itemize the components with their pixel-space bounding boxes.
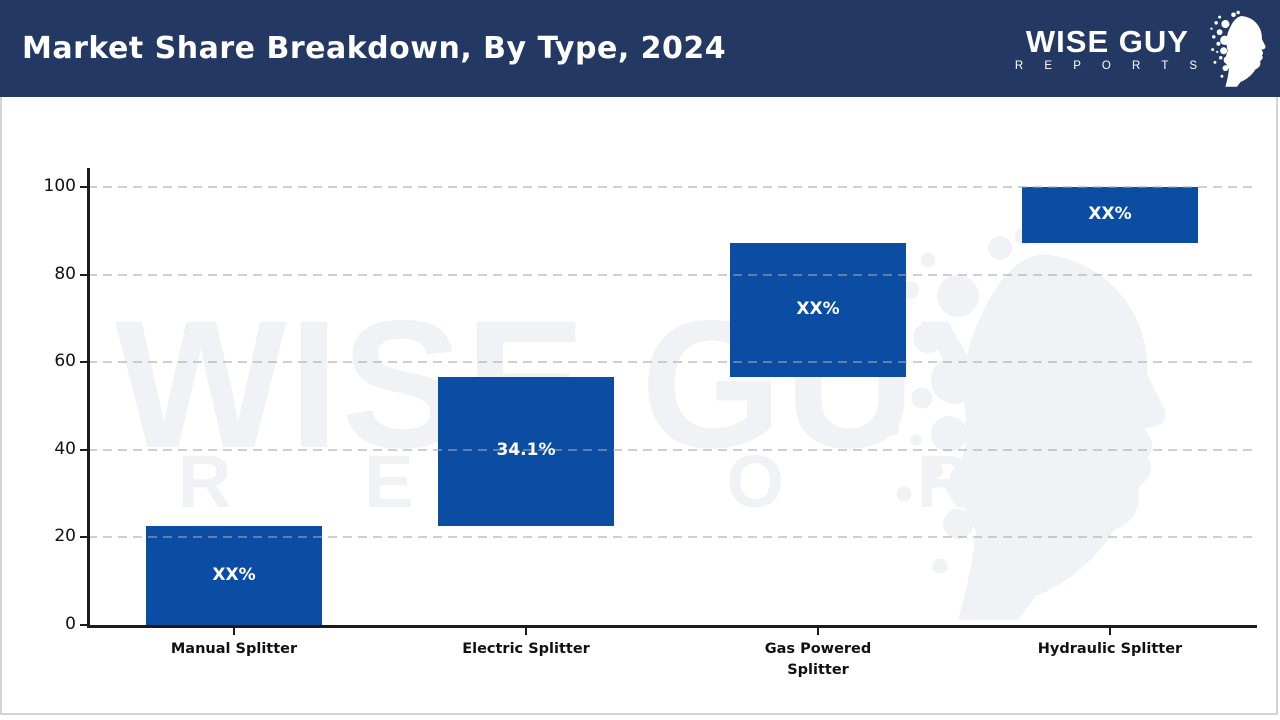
frame-border-right — [1276, 97, 1278, 715]
y-tick-mark — [80, 273, 87, 276]
x-tick-mark — [525, 628, 527, 635]
y-tick-label: 40 — [54, 438, 76, 459]
bar-value-label: 34.1% — [496, 440, 556, 461]
y-gridline — [88, 536, 1256, 539]
bar-segment — [1022, 187, 1198, 244]
logo-subtitle: R E P O R T S — [1014, 59, 1206, 72]
y-tick-label: 60 — [54, 351, 76, 372]
x-tick-label: Electric Splitter — [462, 641, 590, 657]
logo-wordmark: WISE GUY — [1025, 24, 1189, 60]
dotted-head-icon — [1210, 10, 1266, 87]
y-tick-mark — [80, 448, 87, 451]
y-tick-label: 20 — [54, 526, 76, 547]
x-tick-label: Hydraulic Splitter — [1037, 641, 1183, 657]
x-tick-mark — [233, 628, 235, 635]
frame-border-left — [0, 97, 2, 715]
y-tick-label: 0 — [65, 614, 76, 634]
bar-segment — [730, 243, 906, 377]
header-bar: Market Share Breakdown, By Type, 2024 WI… — [0, 0, 1280, 97]
x-axis-spine — [87, 625, 1257, 628]
y-gridline — [88, 273, 1256, 276]
y-gridline — [88, 448, 1256, 451]
y-tick-mark — [80, 624, 87, 626]
bar-value-label: XX% — [212, 564, 256, 585]
x-tick-label: Manual Splitter — [170, 641, 298, 657]
y-gridline — [88, 186, 1256, 188]
bar-value-label: XX% — [796, 298, 840, 319]
y-tick-mark — [80, 361, 87, 364]
y-gridline — [88, 361, 1256, 364]
chart-area: WISE GUY R E P O R T S 0 20 40 60 80 100 XX% 34… — [0, 97, 1280, 720]
wise-guy-reports-logo: WISE GUY R E P O R T S — [1009, 4, 1266, 94]
x-tick-mark — [1109, 628, 1111, 635]
watermark-head-icon — [880, 229, 1166, 620]
y-tick-mark — [80, 186, 87, 188]
x-tick-mark — [817, 628, 819, 635]
frame-border-bottom — [0, 713, 1278, 715]
page-title: Market Share Breakdown, By Type, 2024 — [22, 31, 727, 66]
logo-text: WISE GUY R E P O R T S — [1009, 26, 1206, 72]
bar-value-label: XX% — [1088, 204, 1132, 225]
y-tick-label: 100 — [43, 176, 76, 196]
x-tick-label: Gas Powered Splitter — [764, 641, 872, 678]
bar-segment — [438, 376, 614, 526]
y-axis-spine — [87, 168, 90, 628]
bar-segment — [146, 526, 322, 625]
y-tick-mark — [80, 536, 87, 539]
y-tick-label: 80 — [54, 263, 76, 284]
